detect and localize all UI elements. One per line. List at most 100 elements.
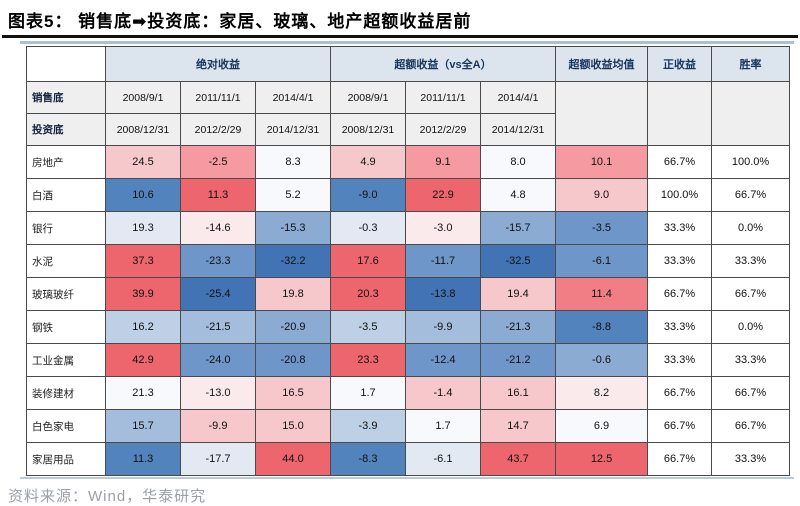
table-row: 装修建材 21.3 -13.0 16.5 1.7 -1.4 16.1 8.2 66.7% 66.7…: [26, 376, 791, 410]
value-cell: -8.8: [555, 310, 649, 344]
value-cell: 11.3: [180, 178, 256, 212]
date-cell: 2014/4/1: [255, 81, 331, 114]
value-cell: -2.5: [180, 145, 256, 179]
table-row: 房地产 24.5 -2.5 8.3 4.9 9.1 8.0 10.1 66.7% 100.0%: [26, 145, 791, 179]
table-row: 工业金属 42.9 -24.0 -20.8 23.3 -12.4 -21.2 -0.6 33.3…: [26, 343, 791, 377]
value-cell: -9.0: [330, 178, 406, 212]
positive-cell: 66.7%: [647, 145, 713, 179]
table-row: 白色家电 15.7 -9.9 15.0 -3.9 1.7 14.7 6.9 66.7% 66.7%: [26, 409, 791, 443]
value-cell: 19.4: [479, 277, 557, 311]
value-cell: -1.4: [405, 376, 481, 410]
row-label: 工业金属: [26, 343, 106, 377]
value-cell: -25.4: [180, 277, 256, 311]
table-row: 银行 19.3 -14.6 -15.3 -0.3 -3.0 -15.7 -3.5 33.3% 0.…: [26, 211, 791, 245]
row-label: 家居用品: [26, 442, 106, 476]
value-cell: -20.8: [255, 343, 331, 377]
value-cell: 1.7: [405, 409, 481, 443]
winrate-cell: 66.7%: [711, 409, 791, 443]
positive-cell: 33.3%: [647, 244, 713, 278]
value-cell: -13.8: [405, 277, 481, 311]
row-label: 银行: [26, 211, 106, 245]
group-header-row: 绝对收益 超额收益（vs全A） 超额收益均值 正收益 胜率: [26, 46, 791, 82]
value-cell: -3.9: [330, 409, 406, 443]
top-accent-rule: [20, 41, 794, 44]
title-underline: [2, 35, 798, 38]
positive-cell: 33.3%: [647, 211, 713, 245]
date-cell: 2011/11/1: [405, 81, 481, 114]
winrate-cell: 100.0%: [711, 145, 791, 179]
date-cell: 2014/12/31: [479, 113, 557, 146]
positive-cell: 66.7%: [647, 277, 713, 311]
positive-cell: 100.0%: [647, 178, 713, 212]
positive-cell: 66.7%: [647, 376, 713, 410]
value-cell: -24.0: [180, 343, 256, 377]
value-cell: -9.9: [180, 409, 256, 443]
winrate-cell: 0.0%: [711, 310, 791, 344]
value-cell: -21.5: [180, 310, 256, 344]
value-cell: 39.9: [105, 277, 181, 311]
value-cell: 19.3: [105, 211, 181, 245]
winrate-cell: 0.0%: [711, 211, 791, 245]
value-cell: 8.0: [479, 145, 557, 179]
date-cell: 2012/2/29: [180, 113, 256, 146]
value-cell: -13.0: [180, 376, 256, 410]
value-cell: -6.1: [405, 442, 481, 476]
value-cell: -15.3: [255, 211, 331, 245]
value-cell: -23.3: [180, 244, 256, 278]
winrate-cell: 33.3%: [711, 244, 791, 278]
value-cell: 4.9: [330, 145, 406, 179]
date-cell: 2008/9/1: [330, 81, 406, 114]
value-cell: -3.5: [330, 310, 406, 344]
sales-bottom-label: 销售底: [26, 81, 106, 114]
value-cell: 16.1: [479, 376, 557, 410]
value-cell: 5.2: [255, 178, 331, 212]
winrate-cell: 33.3%: [711, 442, 791, 476]
date-cell: 2012/2/29: [405, 113, 481, 146]
value-cell: -3.5: [555, 211, 649, 245]
value-cell: -9.9: [405, 310, 481, 344]
table-row: 钢铁 16.2 -21.5 -20.9 -3.5 -9.9 -21.3 -8.8 33.3% 0.…: [26, 310, 791, 344]
value-cell: -20.9: [255, 310, 331, 344]
value-cell: -11.7: [405, 244, 481, 278]
value-cell: 19.8: [255, 277, 331, 311]
value-cell: 44.0: [255, 442, 331, 476]
value-cell: 43.7: [479, 442, 557, 476]
value-cell: -32.5: [479, 244, 557, 278]
date-cell: 2014/4/1: [479, 81, 557, 114]
value-cell: -8.3: [330, 442, 406, 476]
value-cell: 24.5: [105, 145, 181, 179]
value-cell: 10.1: [555, 145, 649, 179]
value-cell: -0.6: [555, 343, 649, 377]
value-cell: -12.4: [405, 343, 481, 377]
value-cell: 11.3: [105, 442, 181, 476]
positive-cell: 33.3%: [647, 310, 713, 344]
bottom-accent-rule: [20, 477, 794, 479]
blank-cell: [647, 81, 713, 146]
group-header-positive: 正收益: [647, 46, 713, 82]
group-header-excess-mean: 超额收益均值: [555, 46, 649, 82]
value-cell: -14.6: [180, 211, 256, 245]
group-header-excess: 超额收益（vs全A）: [329, 46, 557, 82]
winrate-cell: 33.3%: [711, 343, 791, 377]
blank-cell: [555, 81, 649, 146]
value-cell: 16.2: [105, 310, 181, 344]
value-cell: 22.9: [405, 178, 481, 212]
positive-cell: 66.7%: [647, 409, 713, 443]
row-label: 白色家电: [26, 409, 106, 443]
table-row: 家居用品 11.3 -17.7 44.0 -8.3 -6.1 43.7 12.5 66.7% 33…: [26, 442, 791, 476]
row-label: 玻璃玻纤: [26, 277, 106, 311]
corner-cell: [26, 46, 106, 82]
value-cell: 17.6: [330, 244, 406, 278]
value-cell: 20.3: [330, 277, 406, 311]
value-cell: 4.8: [479, 178, 557, 212]
value-cell: 42.9: [105, 343, 181, 377]
date-cell: 2011/11/1: [180, 81, 256, 114]
value-cell: 12.5: [555, 442, 649, 476]
value-cell: 21.3: [105, 376, 181, 410]
blank-cell: [711, 81, 791, 146]
value-cell: 8.2: [555, 376, 649, 410]
value-cell: 8.3: [255, 145, 331, 179]
winrate-cell: 66.7%: [711, 277, 791, 311]
row-label: 装修建材: [26, 376, 106, 410]
